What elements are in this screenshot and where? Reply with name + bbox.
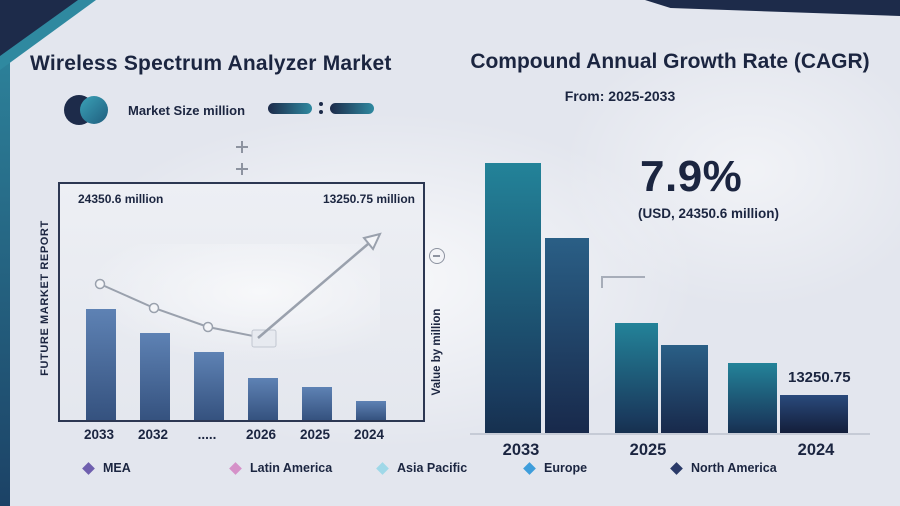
- market-bar-2032: [140, 333, 170, 420]
- market-bar-.....: [194, 352, 224, 420]
- legend-label-mea: MEA: [103, 461, 131, 475]
- legend-item-north-america: North America: [670, 461, 819, 475]
- legend-diamond-asia-pacific: [376, 461, 389, 475]
- x-label-2025: 2025: [299, 427, 331, 442]
- x-label-2033: 2033: [83, 427, 115, 442]
- data-label-2024: 13250.75: [788, 369, 851, 386]
- legend-item-asia-pacific: Asia Pacific: [376, 461, 525, 475]
- plus-icon: [236, 141, 248, 153]
- x-label-2026: 2026: [245, 427, 277, 442]
- legend-label-europe: Europe: [544, 461, 588, 475]
- top-right-accent-strip: [645, 0, 900, 16]
- cagr-x-label-2025: 2025: [629, 441, 667, 459]
- market-size-label: Market Size million: [128, 102, 246, 118]
- left-chart-x-axis: 2033 2032..... 2026 2025 2024: [58, 427, 425, 445]
- coin-front: [80, 96, 108, 124]
- market-bar-2026: [248, 378, 278, 420]
- legend-diamond-north-america: [670, 461, 683, 475]
- pill-icon: [330, 102, 374, 114]
- minus-circle-icon: [429, 248, 445, 264]
- plus-icon: [236, 163, 248, 175]
- cagr-bar-2025-1: [615, 323, 658, 433]
- cagr-bar-chart: 2033 2025 2024 13250.75: [470, 145, 870, 459]
- legend-label-asia-pacific: Asia Pacific: [397, 461, 468, 475]
- market-bar-2033: [86, 309, 116, 420]
- market-size-legend: Market Size million: [64, 94, 245, 126]
- legend-diamond-latin-america: [229, 461, 242, 475]
- legend-item-latin-america: Latin America: [229, 461, 378, 475]
- page-title: Wireless Spectrum Analyzer Market: [30, 52, 392, 75]
- x-label-2032: 2032: [137, 427, 169, 442]
- legend-item-europe: Europe: [523, 461, 672, 475]
- cagr-bar-2024-2: [780, 395, 848, 433]
- pill-icon: [268, 102, 312, 114]
- cagr-bar-2033-1: [485, 163, 541, 433]
- background-highlight: [560, 30, 900, 310]
- market-bar-2024: [356, 401, 386, 420]
- left-accent-bar: [0, 0, 10, 506]
- future-market-report-label: FUTURE MARKET REPORT: [39, 220, 51, 376]
- market-size-icon: [64, 94, 112, 126]
- cagr-value: 7.9%: [640, 152, 743, 201]
- market-size-bar-chart: 24350.6 million 13250.75 million: [58, 182, 425, 422]
- value-annotation-2024: 13250.75 million: [322, 192, 415, 206]
- cagr-bar-2033-2: [545, 238, 589, 433]
- x-label-2024: 2024: [353, 427, 385, 442]
- cagr-x-label-2033: 2033: [502, 441, 540, 459]
- region-legend: MEA Latin America Asia Pacific Europe North …: [82, 461, 819, 475]
- cagr-bar-2025-2: [661, 345, 708, 433]
- legend-diamond-mea: [82, 461, 95, 475]
- value-annotation-2033: 24350.6 million: [78, 192, 164, 206]
- trend-arrow-overlay: [94, 232, 382, 348]
- chart-sheen: [80, 244, 380, 364]
- value-by-million-label: Value by million: [431, 308, 443, 396]
- scale-pills-icon: [268, 102, 374, 114]
- cagr-note: (USD, 24350.6 million): [638, 206, 780, 221]
- legend-diamond-europe: [523, 461, 536, 475]
- decor-corner-line: [601, 276, 645, 288]
- legend-label-latin-america: Latin America: [250, 461, 333, 475]
- legend-label-north-america: North America: [691, 461, 777, 475]
- cagr-bar-2024-1: [728, 363, 777, 433]
- cagr-subtitle: From: 2025-2033: [564, 88, 676, 104]
- cagr-title: Compound Annual Growth Rate (CAGR): [470, 50, 870, 73]
- colon-icon: [319, 102, 323, 114]
- market-bar-2025: [302, 387, 332, 420]
- legend-item-mea: MEA: [82, 461, 231, 475]
- cagr-x-label-2024: 2024: [797, 441, 835, 459]
- x-label-.....: .....: [197, 427, 217, 442]
